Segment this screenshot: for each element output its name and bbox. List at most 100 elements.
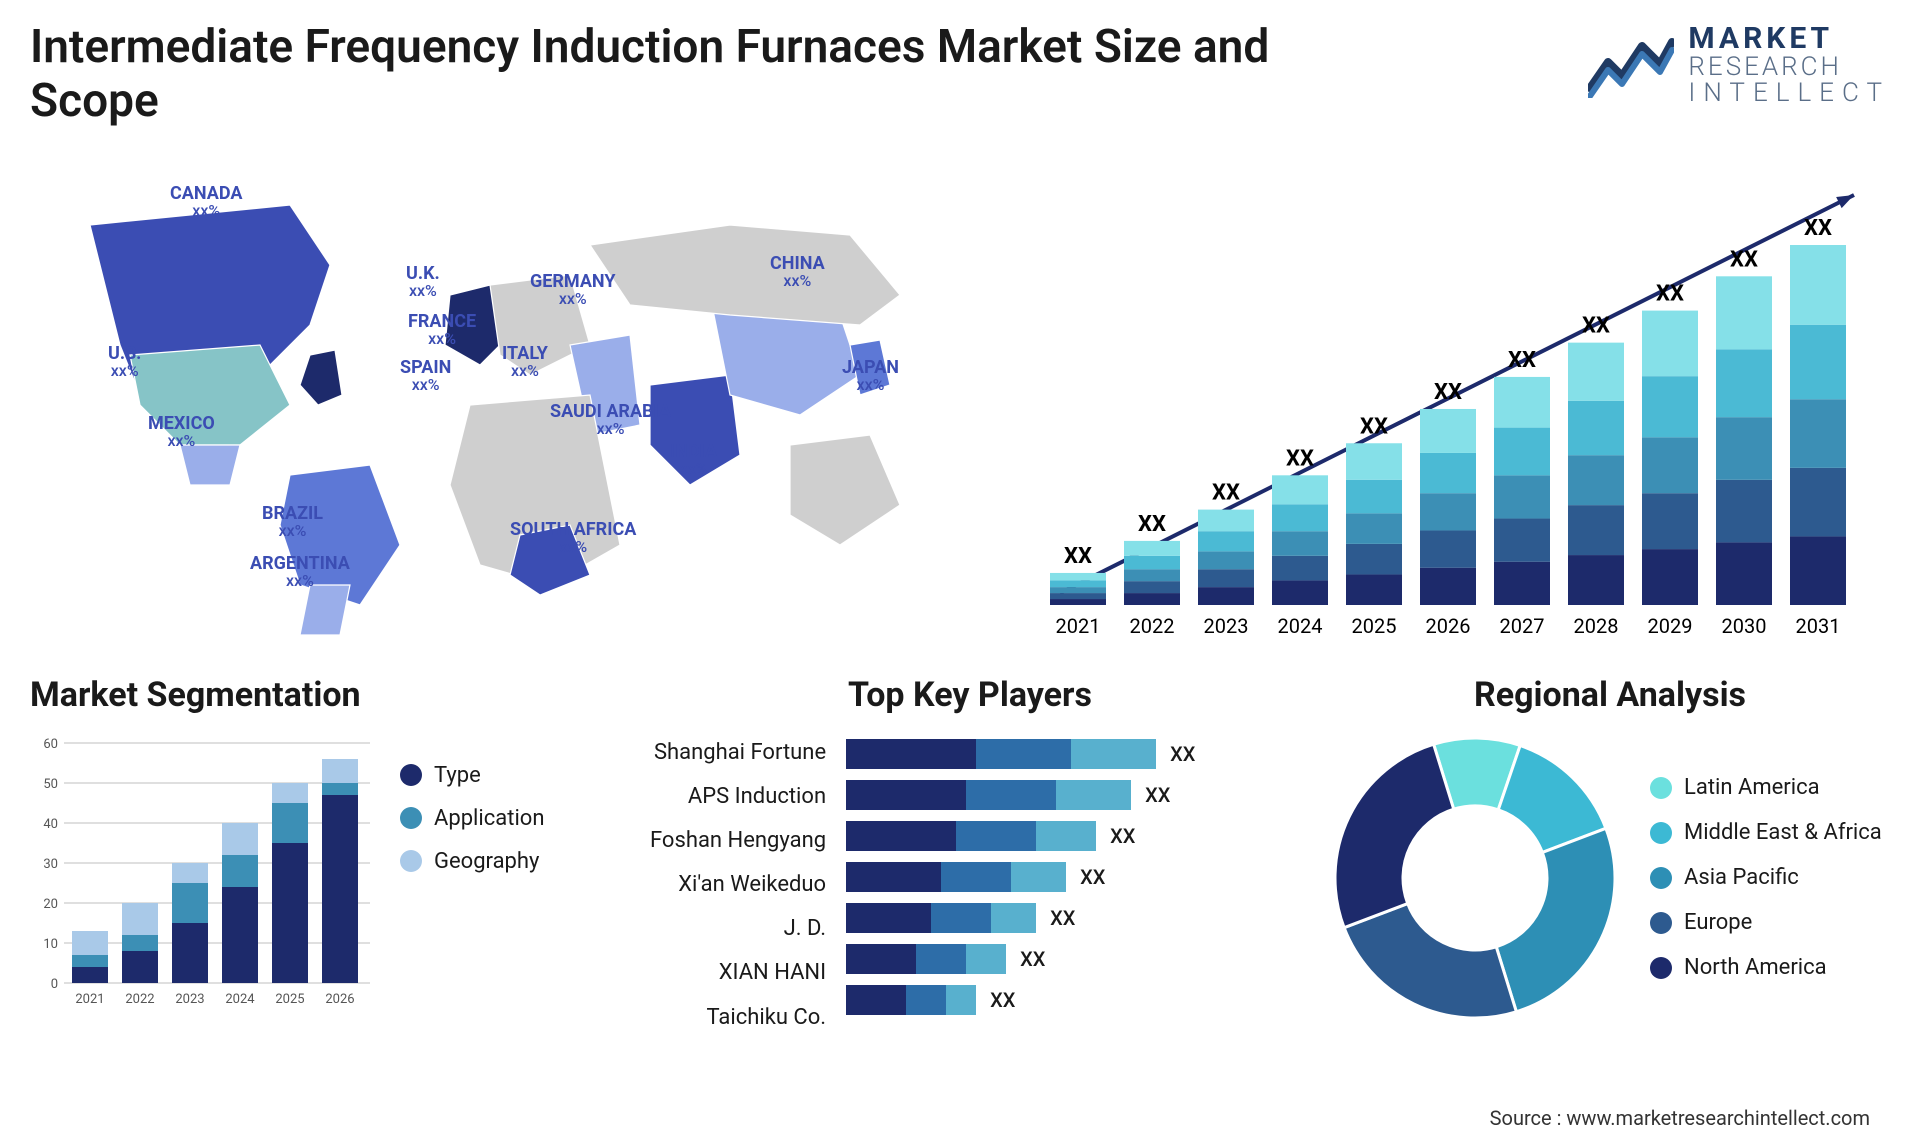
regional-title: Regional Analysis (1330, 675, 1890, 715)
legend-swatch (1650, 822, 1672, 844)
svg-text:50: 50 (43, 777, 58, 792)
segmentation-chart: 0102030405060202120222023202420252026 (30, 733, 370, 1013)
player-bar-row: XX (846, 780, 1195, 810)
map-label: ITALYxx% (502, 345, 548, 381)
map-label: GERMANYxx% (530, 273, 616, 309)
legend-swatch (1650, 867, 1672, 889)
key-players-bars: XXXXXXXXXXXXXX (846, 733, 1195, 1035)
svg-text:2023: 2023 (175, 992, 204, 1007)
player-value: XX (1080, 865, 1105, 889)
player-bar (846, 821, 1096, 851)
map-label: SPAINxx% (400, 359, 451, 395)
world-map: CANADAxx%U.S.xx%MEXICOxx%BRAZILxx%ARGENT… (30, 145, 990, 645)
legend-item: Europe (1650, 910, 1882, 935)
legend-label: Geography (434, 849, 539, 874)
player-bar-row: XX (846, 862, 1195, 892)
legend-label: Asia Pacific (1684, 865, 1799, 890)
player-bar (846, 739, 1156, 769)
legend-item: North America (1650, 955, 1882, 980)
legend-label: North America (1684, 955, 1827, 980)
legend-item: Asia Pacific (1650, 865, 1882, 890)
legend-label: Middle East & Africa (1684, 820, 1882, 845)
svg-text:30: 30 (43, 857, 58, 872)
svg-text:2026: 2026 (325, 992, 354, 1007)
player-label: Foshan Hengyang (650, 823, 826, 858)
player-label: J. D. (784, 911, 827, 946)
header: Intermediate Frequency Induction Furnace… (30, 20, 1890, 129)
regional-panel: Regional Analysis Latin America Middle Ea… (1330, 675, 1890, 1035)
player-value: XX (1145, 783, 1170, 807)
growth-chart: XX2021XX2022XX2023XX2024XX2025XX2026XX20… (1030, 145, 1890, 645)
legend-swatch (1650, 957, 1672, 979)
player-bar (846, 862, 1066, 892)
source-credit: Source : www.marketresearchintellect.com (1490, 1106, 1870, 1130)
svg-text:2027: 2027 (1500, 614, 1545, 638)
map-label: CANADAxx% (170, 185, 242, 221)
player-value: XX (1170, 742, 1195, 766)
player-bar-row: XX (846, 821, 1195, 851)
page-title: Intermediate Frequency Induction Furnace… (30, 20, 1330, 129)
legend-label: Latin America (1684, 775, 1820, 800)
map-label: FRANCExx% (408, 313, 476, 349)
svg-text:2029: 2029 (1648, 614, 1693, 638)
key-players-panel: Top Key Players Shanghai FortuneAPS Indu… (650, 675, 1290, 1035)
svg-text:XX: XX (1730, 247, 1758, 272)
legend-swatch (1650, 777, 1672, 799)
svg-text:2021: 2021 (75, 992, 104, 1007)
map-label: CHINAxx% (770, 255, 825, 291)
player-bar (846, 944, 1006, 974)
player-value: XX (1050, 906, 1075, 930)
logo-icon (1588, 32, 1674, 98)
svg-text:20: 20 (43, 897, 58, 912)
player-label: Xi'an Weikeduo (678, 867, 826, 902)
svg-text:40: 40 (43, 817, 58, 832)
player-value: XX (1110, 824, 1135, 848)
legend-swatch (400, 850, 422, 872)
svg-text:XX: XX (1212, 480, 1240, 505)
key-players-labels: Shanghai FortuneAPS InductionFoshan Heng… (650, 733, 826, 1035)
map-label: MEXICOxx% (148, 415, 215, 451)
map-label: U.S.xx% (108, 345, 141, 381)
player-bar-row: XX (846, 903, 1195, 933)
svg-text:2023: 2023 (1204, 614, 1249, 638)
svg-text:60: 60 (43, 737, 58, 752)
player-label: Taichiku Co. (706, 1000, 826, 1035)
map-label: JAPANxx% (842, 359, 899, 395)
svg-text:2028: 2028 (1574, 614, 1619, 638)
player-bar (846, 780, 1131, 810)
svg-text:XX: XX (1434, 380, 1462, 405)
svg-text:XX: XX (1286, 446, 1314, 471)
map-label: BRAZILxx% (262, 505, 323, 541)
map-label: SOUTH AFRICAxx% (510, 521, 636, 557)
legend-item: Type (400, 763, 544, 788)
svg-text:XX: XX (1138, 511, 1166, 536)
player-bar (846, 903, 1036, 933)
svg-text:0: 0 (51, 977, 58, 992)
regional-legend: Latin America Middle East & Africa Asia Pa… (1650, 775, 1882, 980)
segmentation-panel: Market Segmentation 01020304050602021202… (30, 675, 610, 1035)
svg-text:2022: 2022 (1130, 614, 1175, 638)
legend-swatch (1650, 912, 1672, 934)
svg-text:XX: XX (1064, 543, 1092, 568)
player-bar (846, 985, 976, 1015)
map-label: SAUDI ARABIAxx% (550, 403, 671, 439)
svg-text:2026: 2026 (1426, 614, 1471, 638)
svg-text:XX: XX (1656, 281, 1684, 306)
svg-text:2024: 2024 (225, 992, 255, 1007)
player-label: Shanghai Fortune (654, 735, 826, 770)
growth-svg: XX2021XX2022XX2023XX2024XX2025XX2026XX20… (1030, 145, 1890, 645)
map-label: INDIAxx% (670, 443, 717, 479)
player-label: XIAN HANI (719, 955, 826, 990)
legend-label: Application (434, 806, 544, 831)
legend-item: Middle East & Africa (1650, 820, 1882, 845)
map-label: U.K.xx% (406, 265, 440, 301)
legend-label: Europe (1684, 910, 1752, 935)
player-bar-row: XX (846, 944, 1195, 974)
logo-text: MARKET RESEARCH INTELLECT (1688, 24, 1890, 106)
legend-label: Type (434, 763, 481, 788)
svg-text:2021: 2021 (1056, 614, 1101, 638)
svg-text:XX: XX (1804, 216, 1832, 241)
svg-text:2031: 2031 (1796, 614, 1841, 638)
legend-swatch (400, 764, 422, 786)
regional-donut (1330, 733, 1620, 1023)
